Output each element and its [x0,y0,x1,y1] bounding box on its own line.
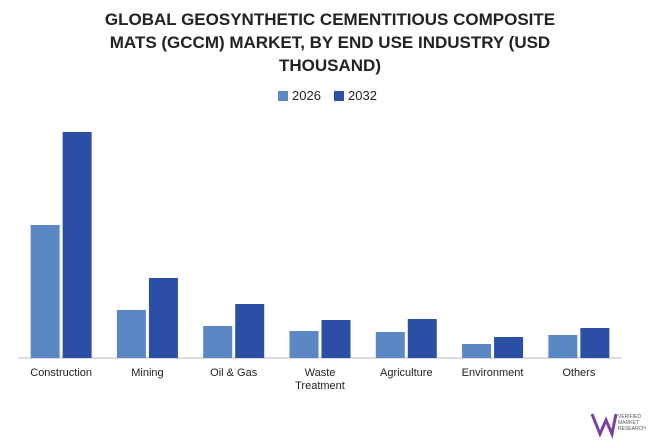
x-tick-label: Others [562,367,596,379]
x-tick-label: Construction [30,367,93,379]
x-tick-label: Waste Treatment [295,367,345,392]
chart-title: GLOBAL GEOSYNTHETIC CEMENTITIOUS COMPOSI… [104,10,556,75]
bar [30,225,60,358]
bar [494,337,524,358]
bar [148,278,178,358]
bar [462,344,492,358]
x-tick-label: Mining [131,367,164,379]
legend-label: 2026 [292,88,321,103]
bar [548,335,578,358]
legend-swatch [334,91,344,101]
legend-label: 2032 [348,88,377,103]
bar [407,319,437,358]
x-tick-label: Environment [461,367,524,379]
legend-swatch [278,91,288,101]
bar [580,328,610,358]
x-tick-label: Oil & Gas [210,367,258,379]
bar [289,331,319,358]
bar [62,132,92,358]
bar [321,320,351,358]
bar [203,326,233,358]
bar [375,332,405,358]
logo-text: VERIFIED MARKET RESEARCH [618,414,646,432]
x-tick-label: Agriculture [379,367,433,379]
bar [235,304,265,358]
bar [116,310,146,358]
